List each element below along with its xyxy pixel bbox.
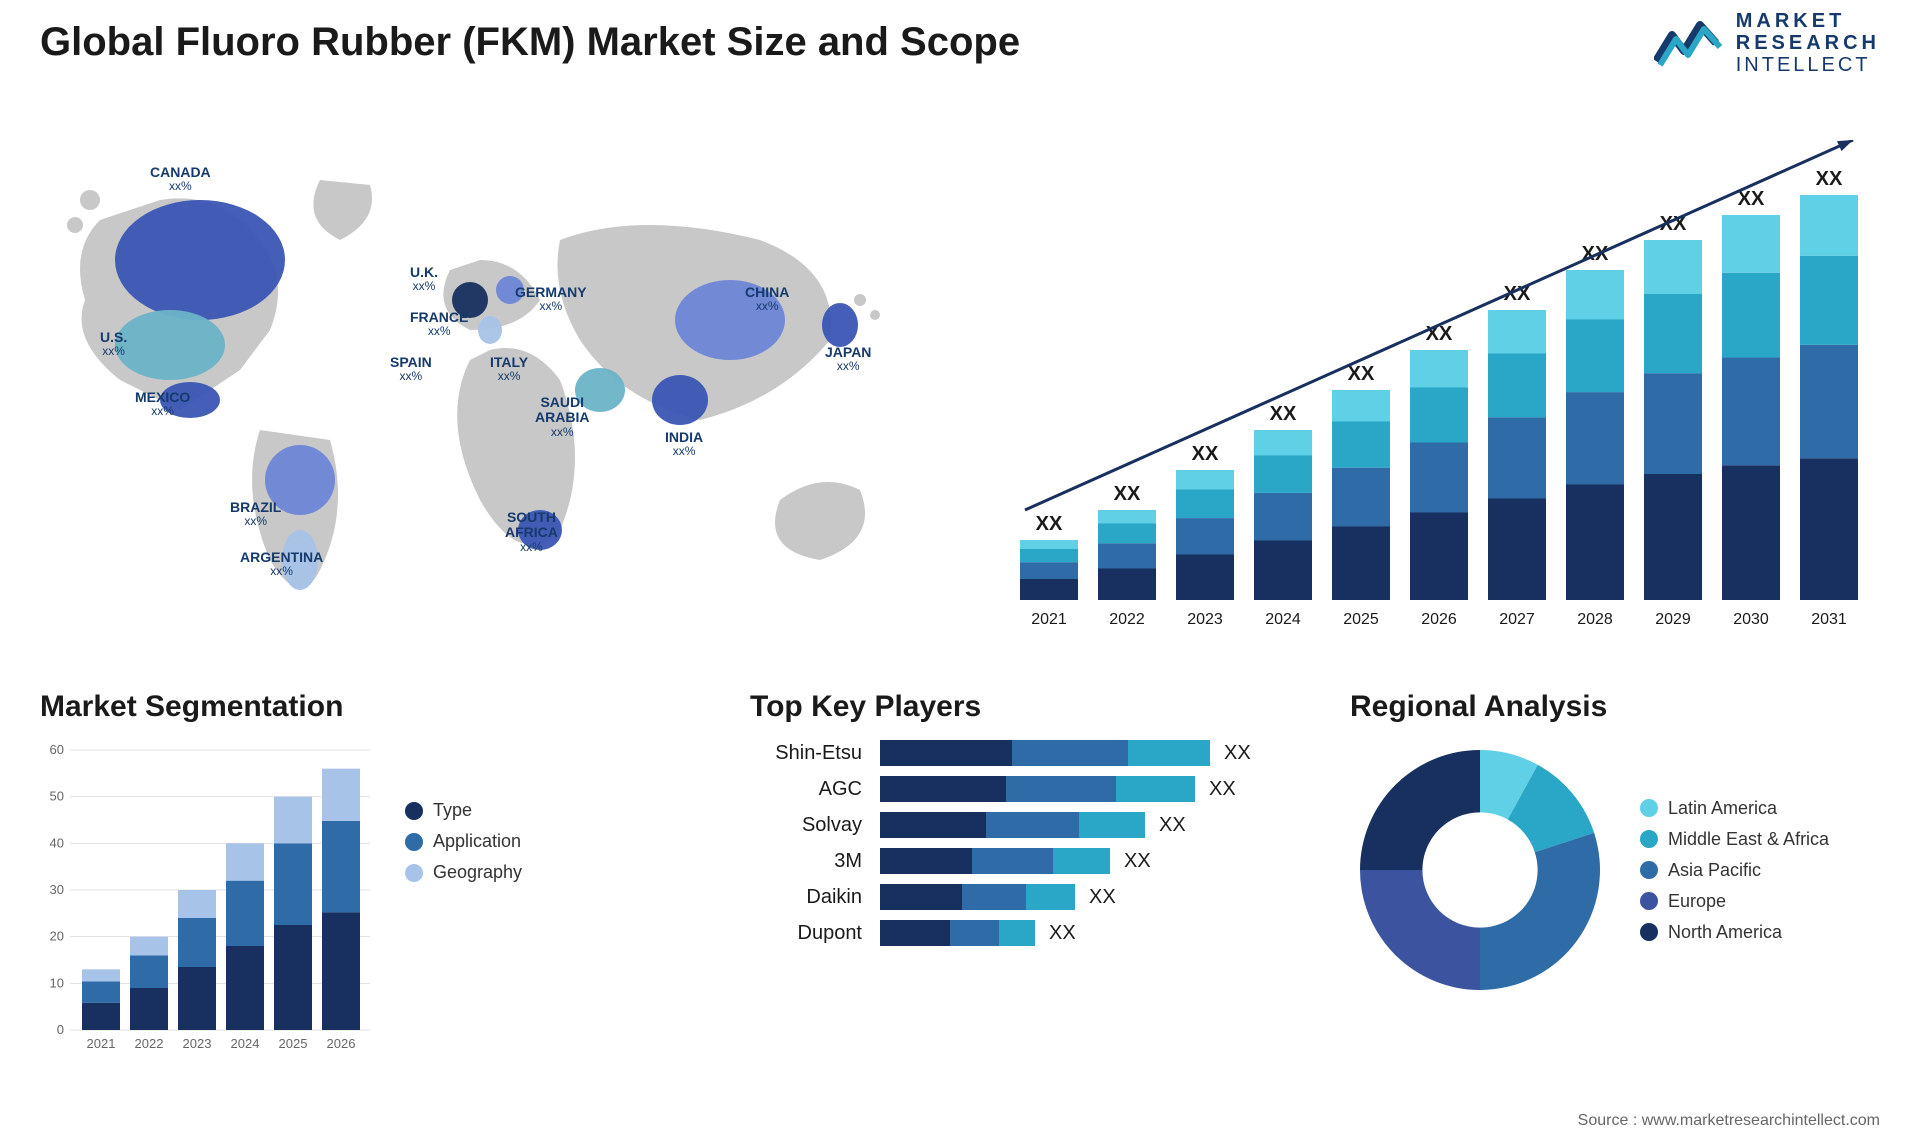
legend-item: Type	[405, 800, 522, 821]
brand-logo: MARKET RESEARCH INTELLECT	[1654, 10, 1880, 76]
svg-text:2022: 2022	[1109, 611, 1145, 628]
segmentation-section: Market Segmentation 0 10 20 30 40 50 60 2021 202…	[40, 690, 560, 1060]
svg-text:XX: XX	[1270, 403, 1297, 425]
key-player-bar	[880, 920, 1035, 946]
legend-item: North America	[1640, 922, 1829, 943]
segmentation-legend: Type Application Geography	[405, 790, 522, 893]
key-player-bar	[880, 848, 1110, 874]
map-label: INDIAxx%	[665, 430, 703, 459]
svg-text:XX: XX	[1114, 483, 1141, 505]
svg-text:50: 50	[50, 789, 64, 804]
legend-item: Asia Pacific	[1640, 860, 1829, 881]
key-player-row: Shin-Etsu XX	[750, 740, 1310, 766]
regional-donut	[1350, 740, 1610, 1000]
map-label: MEXICOxx%	[135, 390, 190, 419]
key-player-value: XX	[1159, 814, 1186, 837]
page-title: Global Fluoro Rubber (FKM) Market Size a…	[40, 20, 1020, 65]
map-label: BRAZILxx%	[230, 500, 281, 529]
svg-text:40: 40	[50, 835, 64, 850]
regional-title: Regional Analysis	[1350, 690, 1890, 724]
key-player-row: Solvay XX	[750, 812, 1310, 838]
svg-text:2027: 2027	[1499, 611, 1535, 628]
key-players-section: Top Key Players Shin-Etsu XX AGC XX Solvay XX…	[750, 690, 1310, 956]
map-label: SOUTHAFRICAxx%	[505, 510, 558, 554]
key-player-value: XX	[1089, 886, 1116, 909]
map-label: FRANCExx%	[410, 310, 468, 339]
svg-text:2024: 2024	[231, 1036, 260, 1051]
svg-text:2025: 2025	[1343, 611, 1379, 628]
map-label: CANADAxx%	[150, 165, 211, 194]
svg-text:0: 0	[57, 1022, 64, 1037]
svg-text:2023: 2023	[1187, 611, 1223, 628]
key-player-value: XX	[1124, 850, 1151, 873]
svg-text:XX: XX	[1348, 363, 1375, 385]
legend-item: Application	[405, 831, 522, 852]
svg-text:XX: XX	[1036, 513, 1063, 535]
key-player-row: AGC XX	[750, 776, 1310, 802]
source-attribution: Source : www.marketresearchintellect.com	[1578, 1112, 1880, 1130]
svg-text:2022: 2022	[135, 1036, 164, 1051]
svg-text:2028: 2028	[1577, 611, 1613, 628]
key-player-row: Dupont XX	[750, 920, 1310, 946]
svg-text:2021: 2021	[1031, 611, 1067, 628]
logo-text-2: RESEARCH	[1736, 32, 1880, 54]
svg-text:2030: 2030	[1733, 611, 1769, 628]
map-label: GERMANYxx%	[515, 285, 587, 314]
legend-item: Middle East & Africa	[1640, 829, 1829, 850]
svg-text:XX: XX	[1816, 168, 1843, 190]
map-label: U.K.xx%	[410, 265, 438, 294]
segmentation-chart: 0 10 20 30 40 50 60 2021 2022 2023 2024 2025 2026	[40, 740, 380, 1060]
key-players-chart: Shin-EtsuXXAGCXXSolvayXX3MXXDaikinXXDupo…	[750, 740, 1310, 946]
key-player-name: Solvay	[750, 814, 880, 837]
key-player-value: XX	[1224, 742, 1251, 765]
legend-item: Geography	[405, 862, 522, 883]
svg-text:30: 30	[50, 882, 64, 897]
segmentation-title: Market Segmentation	[40, 690, 560, 724]
key-player-value: XX	[1049, 922, 1076, 945]
key-player-value: XX	[1209, 778, 1236, 801]
map-label: ITALYxx%	[490, 355, 528, 384]
main-growth-chart: XX2021XX2022XX2023XX2024XX2025XX2026XX20…	[1010, 140, 1880, 640]
key-player-row: 3M XX	[750, 848, 1310, 874]
map-label: SAUDIARABIAxx%	[535, 395, 589, 439]
key-player-bar	[880, 812, 1145, 838]
svg-text:2023: 2023	[183, 1036, 212, 1051]
regional-section: Regional Analysis Latin America Middle Ea…	[1350, 690, 1890, 1000]
world-map: CANADAxx% U.S.xx% MEXICOxx% BRAZILxx% ARGENT…	[40, 130, 960, 630]
svg-text:2026: 2026	[327, 1036, 356, 1051]
key-player-name: AGC	[750, 778, 880, 801]
logo-mark-icon	[1654, 13, 1724, 73]
svg-text:2031: 2031	[1811, 611, 1847, 628]
svg-text:2029: 2029	[1655, 611, 1691, 628]
map-label: CHINAxx%	[745, 285, 789, 314]
logo-text-1: MARKET	[1736, 10, 1880, 32]
svg-text:2021: 2021	[87, 1036, 116, 1051]
key-player-bar	[880, 776, 1195, 802]
legend-item: Europe	[1640, 891, 1829, 912]
svg-text:XX: XX	[1192, 443, 1219, 465]
key-player-bar	[880, 740, 1210, 766]
svg-text:60: 60	[50, 742, 64, 757]
regional-legend: Latin America Middle East & Africa Asia Pa…	[1640, 788, 1829, 953]
legend-item: Latin America	[1640, 798, 1829, 819]
key-player-name: Dupont	[750, 922, 880, 945]
svg-text:2025: 2025	[279, 1036, 308, 1051]
key-player-row: Daikin XX	[750, 884, 1310, 910]
map-label: JAPANxx%	[825, 345, 871, 374]
key-player-name: Shin-Etsu	[750, 742, 880, 765]
svg-text:20: 20	[50, 929, 64, 944]
logo-text-3: INTELLECT	[1736, 54, 1880, 76]
svg-text:10: 10	[50, 975, 64, 990]
key-player-name: 3M	[750, 850, 880, 873]
svg-text:2026: 2026	[1421, 611, 1457, 628]
svg-text:2024: 2024	[1265, 611, 1301, 628]
map-label: U.S.xx%	[100, 330, 127, 359]
map-label: ARGENTINAxx%	[240, 550, 323, 579]
key-players-title: Top Key Players	[750, 690, 1310, 724]
key-player-name: Daikin	[750, 886, 880, 909]
map-label: SPAINxx%	[390, 355, 432, 384]
key-player-bar	[880, 884, 1075, 910]
